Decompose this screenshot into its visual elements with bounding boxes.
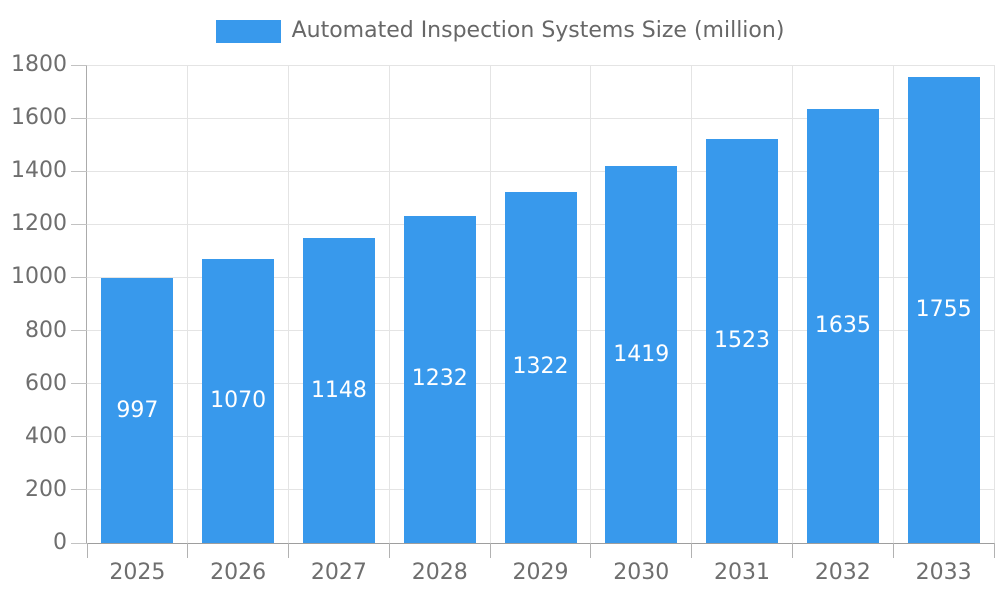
y-axis-tick — [71, 117, 87, 119]
x-axis-tick — [187, 543, 189, 558]
gridline-vertical — [590, 65, 592, 543]
bar[interactable] — [504, 191, 577, 543]
bar[interactable] — [403, 215, 476, 543]
y-axis-tick — [71, 436, 87, 438]
x-axis-tick — [590, 543, 592, 558]
x-axis-tick — [892, 543, 894, 558]
y-axis-label: 1600 — [11, 105, 67, 131]
y-axis-label: 1000 — [11, 264, 67, 290]
bar[interactable] — [302, 238, 375, 543]
legend[interactable]: Automated Inspection Systems Size (milli… — [0, 18, 1000, 44]
gridline-vertical — [187, 65, 189, 543]
y-axis-tick — [71, 276, 87, 278]
x-axis-label: 2027 — [310, 560, 367, 585]
y-axis-tick — [71, 223, 87, 225]
gridline-vertical — [691, 65, 693, 543]
gridline-vertical — [993, 65, 995, 543]
bar[interactable] — [202, 258, 275, 543]
legend-swatch-icon[interactable] — [215, 19, 281, 43]
bar-value-label: 1419 — [613, 341, 670, 367]
plot-area: 0 200 400 600 800 1000 1200 1400 1600 1800 2025 202… — [11, 52, 995, 585]
x-axis-label: 2032 — [814, 560, 871, 585]
x-axis-tick — [993, 543, 995, 558]
x-axis-label: 2030 — [613, 560, 670, 585]
gridline-vertical — [388, 65, 390, 543]
x-axis-label: 2029 — [512, 560, 569, 585]
bar-value-label: 1322 — [512, 354, 569, 380]
y-axis-label: 1200 — [11, 211, 67, 237]
x-axis-tick — [489, 543, 491, 558]
bar[interactable] — [806, 108, 879, 543]
bar[interactable] — [706, 138, 779, 543]
x-axis-label: 2025 — [109, 560, 166, 585]
bar[interactable] — [907, 76, 980, 543]
bar-value-label: 1148 — [310, 377, 367, 403]
bar-value-label: 1232 — [411, 366, 468, 392]
x-axis-label: 2026 — [210, 560, 267, 585]
x-axis-tick — [791, 543, 793, 558]
y-axis-label: 0 — [53, 530, 67, 555]
bar-value-label: 1755 — [915, 296, 972, 322]
bar-value-label: 1523 — [714, 327, 771, 353]
y-axis-label: 1400 — [11, 158, 67, 184]
y-axis-label: 400 — [25, 423, 67, 449]
y-axis-label: 1800 — [11, 52, 67, 77]
y-axis-tick — [71, 64, 87, 66]
x-axis-label: 2028 — [411, 560, 468, 585]
gridline-vertical — [791, 65, 793, 543]
x-axis-tick — [388, 543, 390, 558]
bar[interactable] — [101, 278, 174, 543]
gridline-horizontal — [87, 64, 994, 66]
x-axis-label: 2031 — [714, 560, 771, 585]
y-axis-tick — [71, 330, 87, 332]
bar-value-label: 997 — [116, 397, 159, 423]
gridline-horizontal — [87, 117, 994, 119]
y-axis-tick — [71, 489, 87, 491]
gridline-horizontal — [87, 170, 994, 172]
y-axis-tick — [71, 542, 87, 544]
x-axis-tick — [288, 543, 290, 558]
y-axis-label: 600 — [25, 370, 67, 396]
y-axis-tick — [71, 383, 87, 385]
gridline-vertical — [489, 65, 491, 543]
gridline-vertical — [288, 65, 290, 543]
bar-value-label: 1070 — [210, 387, 267, 413]
bar[interactable] — [605, 166, 678, 543]
x-axis-tick — [86, 543, 88, 558]
y-axis-label: 800 — [25, 317, 67, 343]
legend-label[interactable]: Automated Inspection Systems Size (milli… — [291, 18, 785, 43]
x-axis-label: 2033 — [915, 560, 972, 585]
y-axis-tick — [71, 170, 87, 172]
bar-value-label: 1635 — [814, 312, 871, 338]
gridline-vertical — [892, 65, 894, 543]
y-axis-label: 200 — [25, 476, 67, 502]
x-axis-tick — [691, 543, 693, 558]
